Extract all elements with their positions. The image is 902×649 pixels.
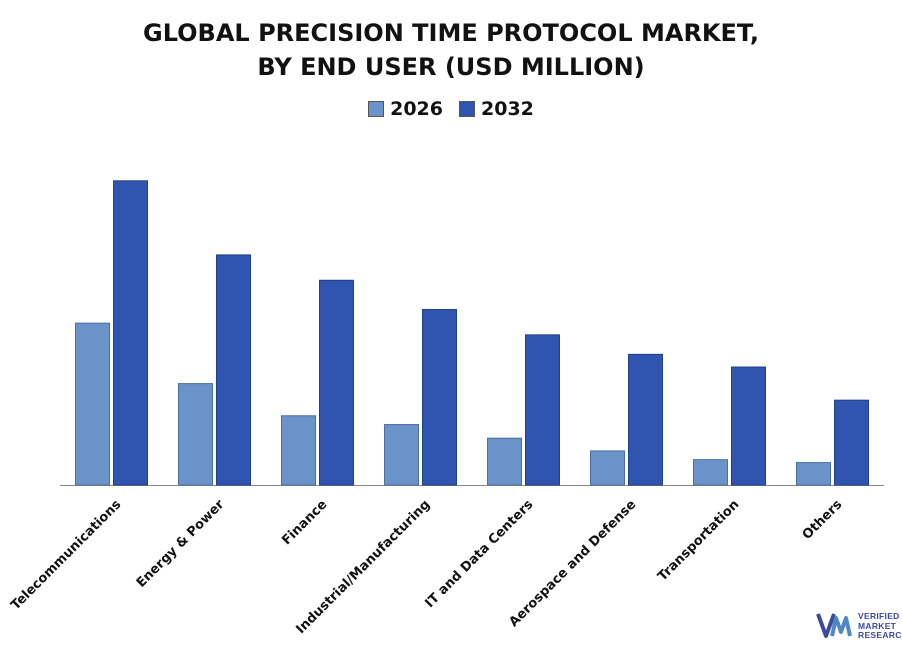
bar-2032-1 — [216, 254, 251, 486]
logo-text-line-3: RESEARCH — [858, 630, 902, 640]
bar-2026-0 — [75, 322, 110, 486]
bar-2026-6 — [693, 459, 728, 486]
x-tick-label-6: Transportation — [655, 497, 742, 584]
legend-item-2032: 2032 — [459, 98, 534, 120]
bar-2032-6 — [731, 366, 766, 486]
legend-swatch-2032 — [459, 101, 475, 117]
chart-legend: 2026 2032 — [0, 98, 902, 120]
vmr-logo-icon — [816, 613, 852, 638]
bar-2026-4 — [487, 437, 522, 486]
x-tick-label-0: Telecommunications — [8, 497, 124, 613]
bar-2032-4 — [525, 334, 560, 486]
bar-2032-3 — [422, 309, 457, 486]
chart-title-line-2: BY END USER (USD MILLION) — [257, 53, 645, 81]
legend-item-2026: 2026 — [368, 98, 443, 120]
bar-2026-2 — [281, 415, 316, 486]
bar-2032-2 — [319, 279, 354, 486]
chart-title-line-1: GLOBAL PRECISION TIME PROTOCOL MARKET, — [143, 19, 759, 47]
bar-2032-0 — [113, 180, 148, 486]
bar-2032-5 — [628, 353, 663, 486]
logo-text-line-2: MARKET — [858, 620, 897, 631]
legend-swatch-2026 — [368, 101, 385, 117]
bar-2026-1 — [178, 383, 213, 486]
logo-text-line-1: VERIFIED — [858, 611, 900, 621]
x-tick-label-2: Finance — [279, 497, 330, 548]
chart-title: GLOBAL PRECISION TIME PROTOCOL MARKET, B… — [0, 16, 902, 84]
x-tick-label-1: Energy & Power — [134, 497, 228, 591]
legend-label-2032: 2032 — [481, 98, 534, 120]
legend-label-2026: 2026 — [390, 98, 443, 120]
bar-2026-5 — [590, 450, 625, 486]
bar-2032-7 — [834, 399, 869, 486]
verified-market-research-logo: VERIFIED MARKET RESEARCH — [816, 608, 902, 644]
bar-2026-3 — [384, 424, 419, 486]
bar-2026-7 — [796, 462, 831, 486]
x-tick-label-7: Others — [800, 497, 846, 543]
logo-text: VERIFIED MARKET RESEARCH — [858, 611, 902, 641]
x-tick-label-4: IT and Data Centers — [423, 497, 537, 611]
